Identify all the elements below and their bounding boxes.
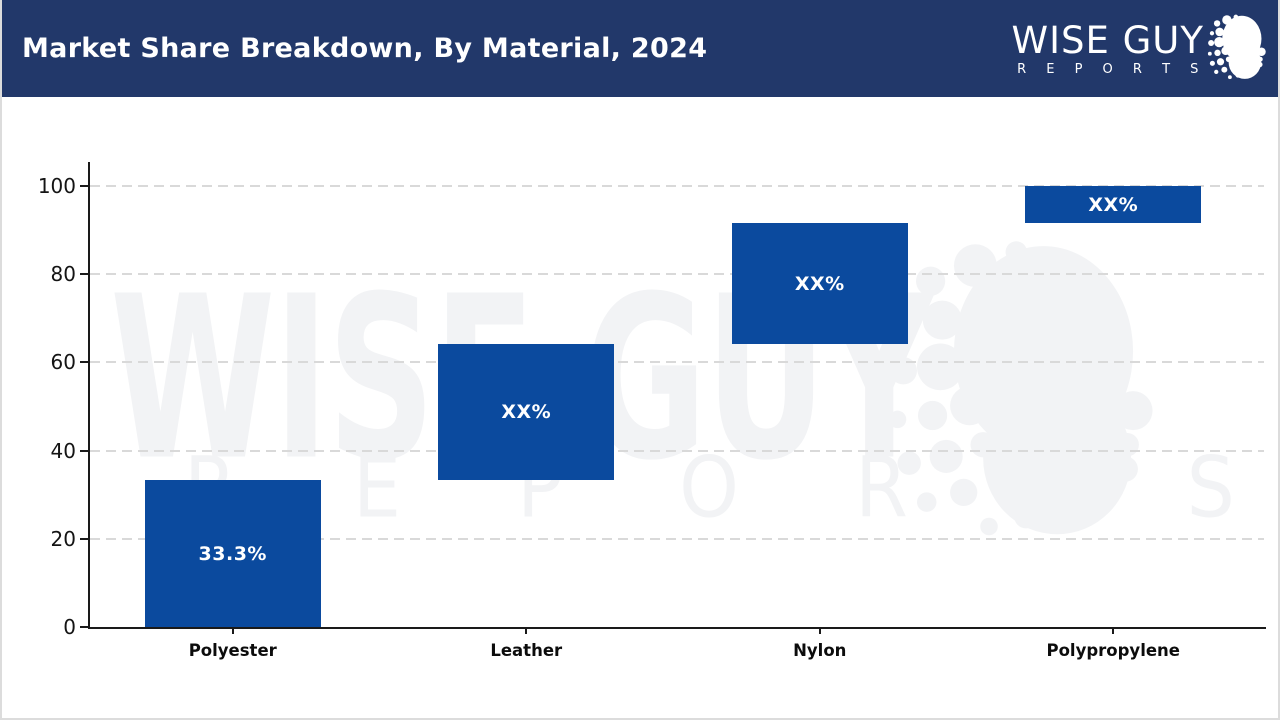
- y-tick-label: 40: [50, 438, 76, 463]
- brand-subtext: R E P O R T S: [1017, 62, 1207, 77]
- bar-leather: [438, 344, 615, 481]
- bar-polypropylene: [1025, 186, 1202, 224]
- x-tick-label: Leather: [490, 641, 563, 660]
- gridline-y-80: [90, 273, 1264, 276]
- bar-polyester: [144, 480, 321, 627]
- gridline-y-60: [90, 361, 1264, 364]
- brand-head-icon: [1206, 7, 1270, 91]
- y-tick-mark: [80, 273, 88, 276]
- bar-value-label: XX%: [501, 401, 552, 424]
- x-tick-mark: [231, 627, 234, 634]
- y-tick-label: 80: [50, 262, 76, 287]
- brand-logo: WISE GUY R E P O R T S: [1012, 4, 1270, 94]
- gridline-y-100: [90, 185, 1264, 187]
- x-tick-mark: [818, 627, 821, 634]
- x-tick-label: Polyester: [188, 641, 277, 660]
- y-tick-label: 60: [50, 350, 76, 375]
- x-tick-label: Polypropylene: [1046, 641, 1180, 660]
- bar-value-label: 33.3%: [198, 542, 267, 565]
- y-tick-mark: [80, 537, 88, 540]
- y-axis-line: [88, 162, 90, 629]
- page-title: Market Share Breakdown, By Material, 202…: [22, 33, 708, 64]
- bar-value-label: XX%: [1088, 193, 1139, 216]
- y-tick-label: 20: [50, 526, 76, 551]
- y-tick-mark: [80, 626, 88, 628]
- x-tick-mark: [1112, 627, 1115, 634]
- bar-nylon: [731, 223, 908, 345]
- y-tick-label: 100: [37, 174, 76, 198]
- brand-logo-text: WISE GUY R E P O R T S: [1011, 19, 1207, 78]
- header-bar: Market Share Breakdown, By Material, 202…: [2, 0, 1278, 97]
- gridline-y-40: [90, 449, 1264, 452]
- bar-value-label: XX%: [794, 272, 845, 295]
- gridline-y-20: [90, 537, 1264, 540]
- x-tick-mark: [525, 627, 528, 634]
- y-tick-mark: [80, 361, 88, 364]
- y-tick-mark: [80, 449, 88, 452]
- y-tick-label: 0: [63, 615, 76, 639]
- x-axis-line: [88, 627, 1266, 629]
- brand-wordmark: WISE GUY: [1011, 19, 1204, 62]
- x-tick-label: Nylon: [793, 641, 847, 660]
- y-tick-mark: [80, 185, 88, 187]
